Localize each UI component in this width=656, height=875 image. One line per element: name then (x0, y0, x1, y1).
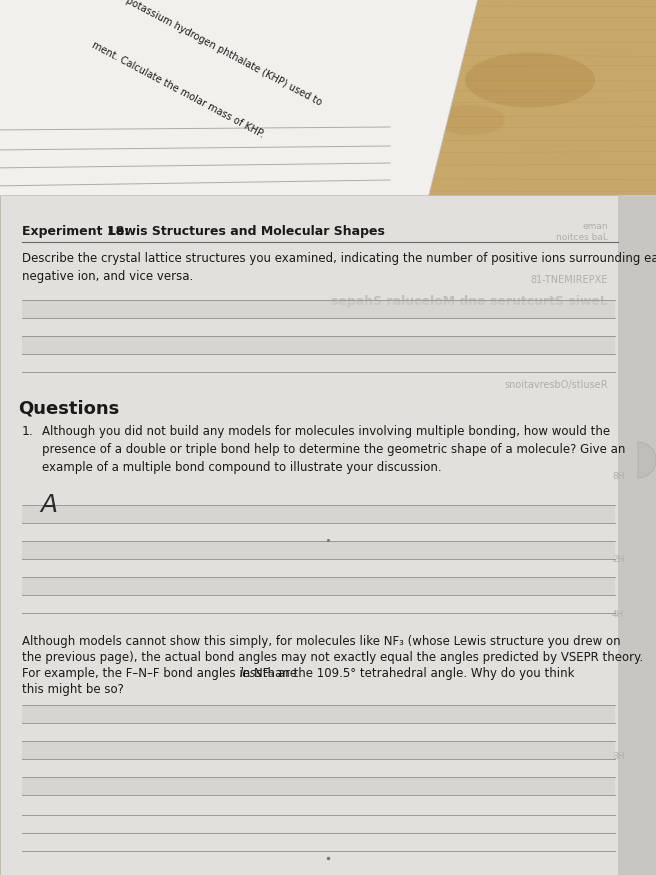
Text: 8H: 8H (612, 752, 625, 761)
Text: noitces baL: noitces baL (556, 233, 608, 242)
Bar (22, 777, 615, 795)
Text: 4H: 4H (612, 610, 625, 619)
Bar (22, 705, 615, 723)
Bar (22, 577, 615, 595)
Bar (22, 300, 615, 318)
Text: Experiment 18:: Experiment 18: (22, 225, 129, 238)
Text: snoitavresbO/stluseR: snoitavresbO/stluseR (504, 380, 608, 390)
Text: sepahS raluceloM dna serutcurtS siweL: sepahS raluceloM dna serutcurtS siweL (331, 295, 608, 308)
Text: Lewis Structures and Molecular Shapes: Lewis Structures and Molecular Shapes (108, 225, 385, 238)
Text: -1 structure of potassium hydrogen phthalate (KHP) used to: -1 structure of potassium hydrogen phtha… (60, 0, 323, 108)
Text: For example, the F–N–F bond angles in NF₃ are: For example, the F–N–F bond angles in NF… (22, 667, 301, 680)
Text: Questions: Questions (18, 400, 119, 418)
Text: less: less (239, 667, 262, 680)
Bar (22, 541, 615, 559)
Text: 2H: 2H (612, 555, 625, 564)
Polygon shape (0, 0, 480, 230)
Text: than the 109.5° tetrahedral angle. Why do you think: than the 109.5° tetrahedral angle. Why d… (259, 667, 575, 680)
Wedge shape (638, 442, 656, 478)
Text: 8H: 8H (612, 472, 625, 481)
Text: this might be so?: this might be so? (22, 683, 124, 696)
Bar (22, 336, 615, 354)
Bar (0, 0, 656, 220)
Ellipse shape (465, 52, 595, 108)
Text: 81-TNEMIREPXE: 81-TNEMIREPXE (531, 275, 608, 285)
Text: ment. Calculate the molar mass of KHP.: ment. Calculate the molar mass of KHP. (90, 40, 266, 140)
Bar (22, 505, 615, 523)
Text: the previous page), the actual bond angles may not exactly equal the angles pred: the previous page), the actual bond angl… (22, 651, 644, 664)
Text: Although you did not build any models for molecules involving multiple bonding, : Although you did not build any models fo… (42, 425, 625, 474)
Text: 1.: 1. (22, 425, 34, 438)
Bar (618, 195, 656, 875)
Text: Although models cannot show this simply, for molecules like NF₃ (whose Lewis str: Although models cannot show this simply,… (22, 635, 621, 648)
Text: Describe the crystal lattice structures you examined, indicating the number of p: Describe the crystal lattice structures … (22, 252, 656, 283)
Text: A: A (40, 493, 57, 517)
Text: eman: eman (583, 222, 608, 231)
Bar (22, 741, 615, 759)
Ellipse shape (435, 105, 505, 135)
Bar (0, 195, 630, 875)
